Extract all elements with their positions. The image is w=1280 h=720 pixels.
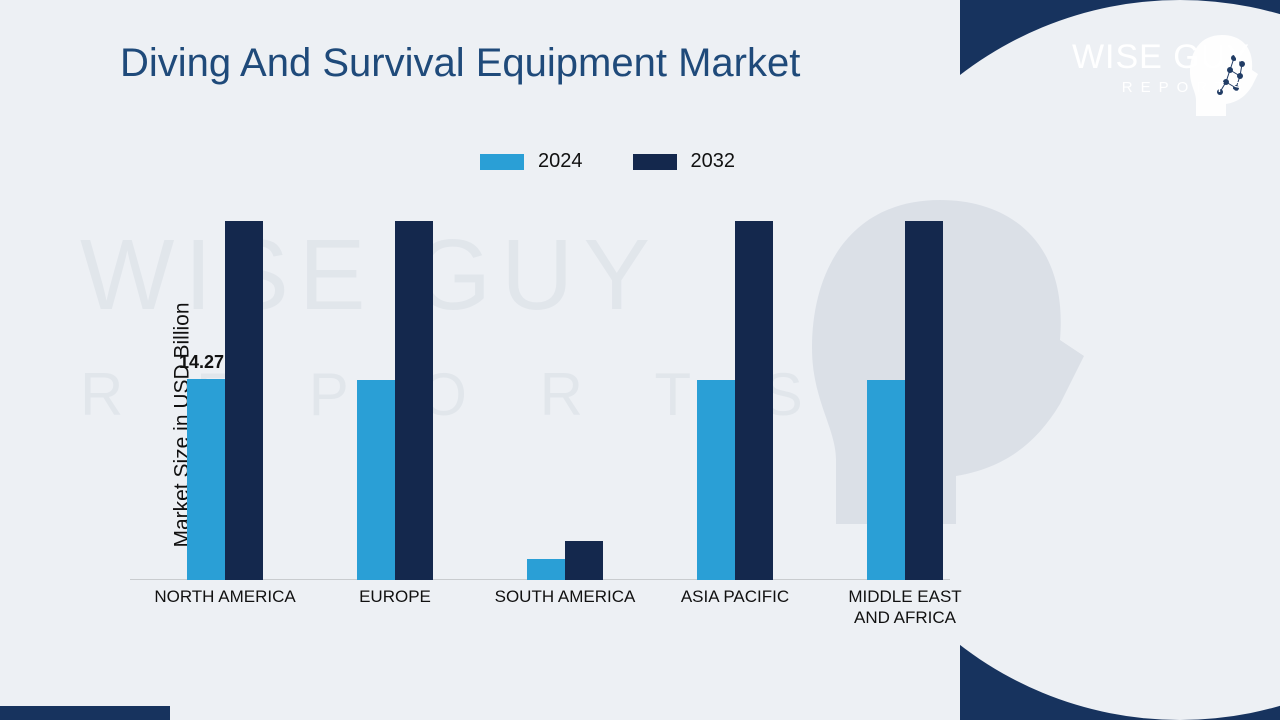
bar-2024 xyxy=(867,380,905,580)
bar-2024 xyxy=(357,380,395,580)
legend-label-2024: 2024 xyxy=(538,150,583,173)
bar-2032 xyxy=(225,221,263,580)
bar-group: EUROPE xyxy=(330,221,460,580)
bar-2032 xyxy=(565,541,603,580)
bar-group: ASIA PACIFIC xyxy=(670,221,800,580)
bottom-accent-stripe xyxy=(0,706,170,720)
bar-2032 xyxy=(395,221,433,580)
legend-swatch-2024 xyxy=(480,154,524,170)
page-title: Diving And Survival Equipment Market xyxy=(120,40,800,86)
bar-2032 xyxy=(735,221,773,580)
legend: 2024 2032 xyxy=(480,150,735,173)
bar-2024 xyxy=(527,559,565,580)
plot-area: 14.27NORTH AMERICA EUROPE SOUTH AMERICA ASI… xyxy=(130,200,950,580)
category-label: EUROPE xyxy=(320,586,470,607)
category-label: MIDDLE EAST AND AFRICA xyxy=(830,586,980,629)
category-label: ASIA PACIFIC xyxy=(660,586,810,607)
brand-text: WISE GUY REPORTS xyxy=(1072,38,1250,96)
bar-group: SOUTH AMERICA xyxy=(500,541,630,580)
legend-swatch-2032 xyxy=(633,154,677,170)
brand-line-2: REPORTS xyxy=(1072,79,1250,96)
bar-group: MIDDLE EAST AND AFRICA xyxy=(840,221,970,580)
bar-group: 14.27NORTH AMERICA xyxy=(160,221,290,580)
bar-2024 xyxy=(697,380,735,580)
bar-value-label: 14.27 xyxy=(179,352,224,373)
brand-line-1: WISE GUY xyxy=(1072,38,1250,77)
bar-2024 xyxy=(187,379,225,580)
legend-item-2032: 2032 xyxy=(633,150,736,173)
legend-label-2032: 2032 xyxy=(691,150,736,173)
category-label: SOUTH AMERICA xyxy=(490,586,640,607)
category-label: NORTH AMERICA xyxy=(150,586,300,607)
chart: Market Size in USD Billion 2024 2032 14.… xyxy=(60,160,960,690)
legend-item-2024: 2024 xyxy=(480,150,583,173)
bar-2032 xyxy=(905,221,943,580)
